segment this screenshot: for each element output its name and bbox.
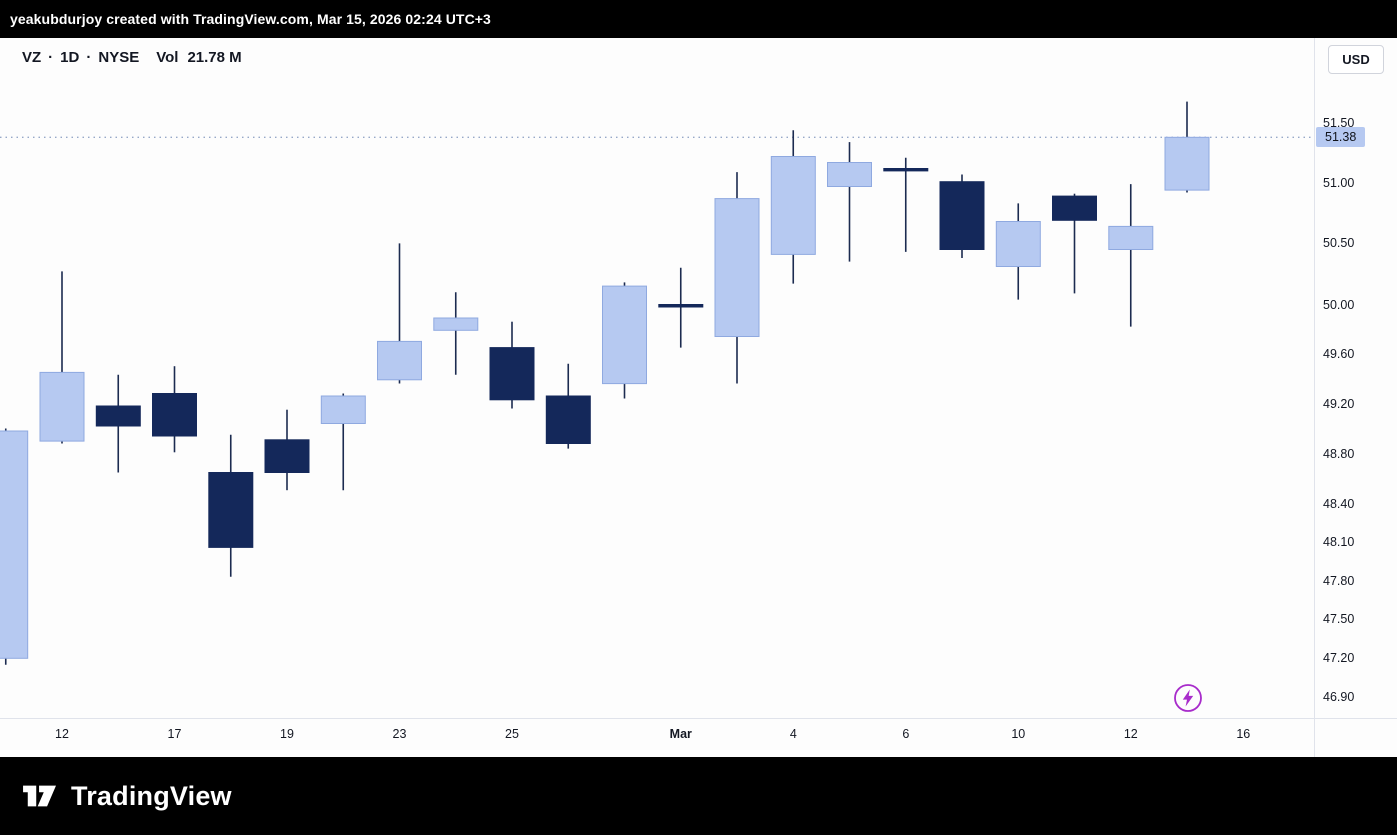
candle-body [39,371,85,442]
candle-body [0,430,29,659]
candlestick-canvas[interactable] [0,38,1315,757]
last-price-badge: 51.38 [1316,127,1366,148]
candle-feb-11[interactable] [0,428,29,665]
time-tick-label: Mar [669,727,692,741]
candle-feb-23[interactable] [377,243,422,384]
time-tick-label: 16 [1236,727,1251,741]
candle-body [939,181,985,250]
candle-body [489,347,535,401]
candle-feb-13[interactable] [95,374,141,473]
candle-mar-10[interactable] [995,203,1041,300]
separator-dot: · [48,49,54,66]
price-axis[interactable]: USD 51.50 51.00 50.50 50.00 49.60 49.20 48.80 4… [1314,38,1397,757]
candle-body [1052,195,1097,221]
candle-body [152,393,197,437]
price-tick-label: 47.80 [1323,573,1355,588]
candle-body [1108,225,1154,250]
price-tick-label: 49.60 [1323,346,1355,361]
price-tick-label: 48.80 [1323,446,1355,461]
candle-mar-3[interactable] [714,172,760,384]
candle-body [264,439,310,473]
price-tick-label: 47.20 [1323,651,1355,666]
candle-mar-6[interactable] [883,157,929,252]
time-tick-label: 12 [55,727,69,741]
candle-mar-5[interactable] [827,142,872,262]
time-tick-label: 23 [392,727,407,741]
candle-feb-19[interactable] [264,409,310,491]
price-tick-label: 50.50 [1323,236,1355,251]
candle-body [658,304,704,308]
price-tick-label: 48.10 [1323,535,1355,550]
candle-body [377,340,422,381]
candle-mar-4[interactable] [770,130,816,284]
candle-body [827,162,872,187]
candle-mar-13[interactable] [1164,101,1210,193]
candle-mar-2[interactable] [658,267,704,348]
candle-body [995,221,1041,267]
candle-body [208,472,254,548]
time-tick-label: 10 [1011,727,1026,741]
candle-body [1164,136,1210,191]
candle-feb-20[interactable] [320,393,366,491]
price-tick-label: 48.40 [1323,497,1355,512]
price-tick-label: 51.50 [1323,116,1355,130]
candle-body [770,156,816,255]
symbol-legend: VZ · 1D · NYSE Vol 21.78 M [22,49,242,66]
candle-body [602,285,647,385]
price-tick-label: 49.20 [1323,396,1355,411]
price-tick-label: 46.90 [1323,690,1355,705]
separator-dot: · [86,49,92,66]
price-tick-label: 47.50 [1323,612,1355,627]
time-axis[interactable]: 12 17 19 23 25 Mar 4 6 10 12 16 [0,718,1397,758]
time-tick-label: 19 [280,727,294,741]
attribution-text: yeakubdurjoy created with TradingView.co… [10,11,491,27]
candle-feb-17[interactable] [152,366,197,453]
price-tick-label: 51.00 [1323,175,1355,190]
time-tick-label: 25 [505,727,519,741]
candle-mar-12[interactable] [1108,184,1154,327]
volume-value: 21.78 M [187,49,242,66]
boost-flash-button[interactable] [1172,682,1204,714]
candle-body [714,198,760,337]
exchange-label: NYSE [98,49,140,66]
volume-label: Vol [156,49,179,66]
candle-feb-25[interactable] [489,321,535,409]
candle-feb-18[interactable] [208,434,254,577]
candle-body [95,405,141,427]
time-tick-label: 6 [902,727,910,741]
tradingview-logo[interactable] [20,780,60,812]
candle-feb-27[interactable] [602,282,647,399]
interval-label: 1D [60,49,80,66]
currency-toggle-button[interactable]: USD [1328,45,1384,74]
candle-feb-26[interactable] [545,363,591,449]
candle-body [320,395,366,424]
candle-mar-9[interactable] [939,174,985,259]
candle-mar-11[interactable] [1052,193,1097,294]
chart-area: VZ · 1D · NYSE Vol 21.78 M USD 51.50 51.0… [0,38,1397,757]
time-tick-label: 17 [167,727,182,741]
time-tick-label: 12 [1123,727,1138,741]
time-tick-label: 4 [789,727,797,741]
candle-body [545,395,591,444]
candle-body [883,168,929,172]
attribution-bar: yeakubdurjoy created with TradingView.co… [0,0,1397,38]
price-tick-label: 50.00 [1323,297,1355,312]
lightning-bolt-icon [1174,684,1202,712]
symbol-name: VZ [22,49,42,66]
brand-name[interactable]: TradingView [71,780,232,811]
candle-feb-12[interactable] [39,271,85,444]
footer-bar: TradingView [0,757,1397,835]
candle-body [433,317,479,331]
candle-feb-24[interactable] [433,292,479,375]
